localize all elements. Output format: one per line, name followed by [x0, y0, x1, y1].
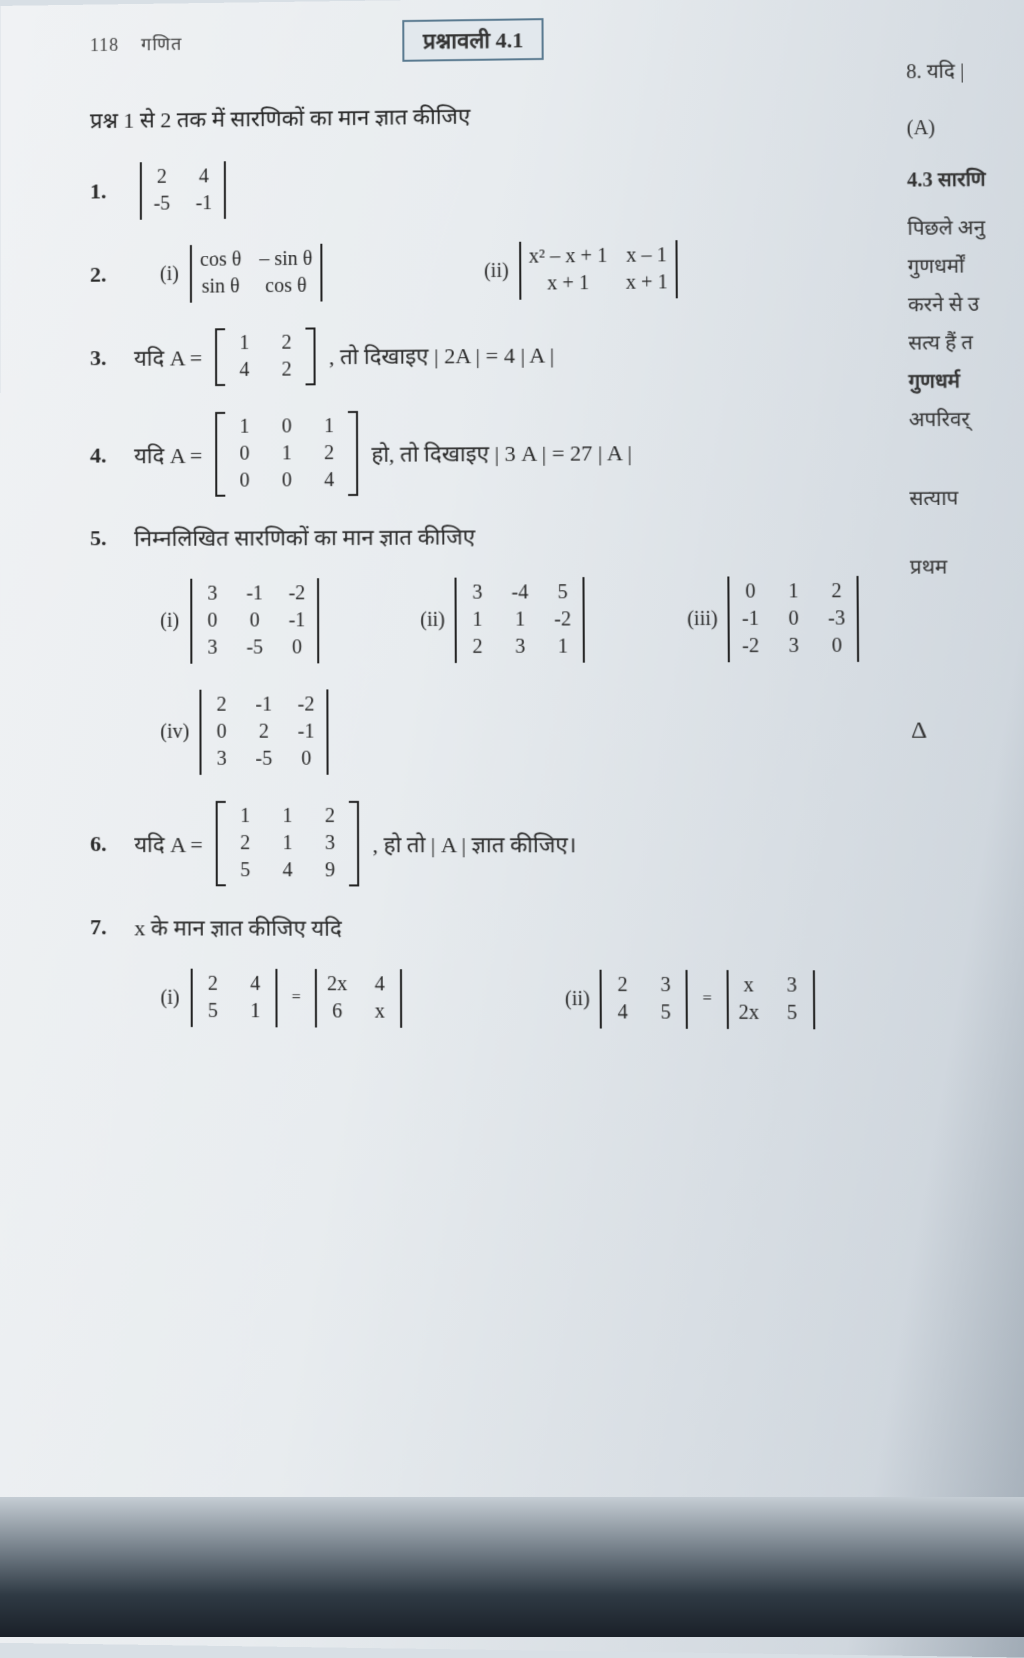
q6-matrix: 112 213 549	[213, 801, 363, 887]
q2ii-label: (ii)	[454, 259, 509, 282]
q7i-label: (i)	[130, 986, 180, 1009]
cutoff-line: गुणधर्मों	[908, 247, 1024, 286]
q5iv-determinant: 2-1-2 02-1 3-50	[195, 689, 332, 774]
bracket-icon	[306, 327, 316, 385]
q7ii-right-det: x3 2x5	[722, 970, 819, 1029]
question-2: 2. (i) cos θ– sin θ sin θcos θ (ii) x² –…	[90, 237, 996, 304]
q5i-label: (i)	[130, 610, 180, 633]
cutoff-line: गुणधर्म	[908, 362, 1024, 401]
cutoff-line: सत्य हैं त	[908, 323, 1024, 362]
page-header: 118 गणित प्रश्नावली 4.1	[90, 12, 994, 66]
q4-number: 4.	[90, 442, 130, 468]
q7ii-left-det: 23 45	[596, 970, 693, 1029]
det-bar-icon	[140, 162, 142, 220]
q7-text: x के मान ज्ञात कीजिए यदि	[134, 912, 342, 943]
q5iv-label: (iv)	[130, 721, 189, 744]
question-5-text: 5. निम्नलिखित सारणिकों का मान ज्ञात कीजि…	[90, 519, 998, 554]
question-5-parts-row1: (i) 3-1-2 00-1 3-50 (ii) 3-45 11-2 231	[90, 575, 999, 664]
cutoff-line: 4.3 सारणि	[907, 160, 1024, 200]
q4-matrix: 101 012 004	[212, 411, 361, 497]
cutoff-line: पिछले अनु	[907, 208, 1024, 248]
q3-number: 3.	[90, 345, 130, 371]
cutoff-line: 8. यदि |	[906, 51, 1024, 91]
question-1: 1. 24 -5-1	[90, 152, 996, 220]
q5iii-label: (iii)	[656, 608, 717, 631]
equals-sign: =	[702, 990, 711, 1008]
q1-determinant: 24 -5-1	[136, 161, 230, 220]
question-3: 3. यदि A = 12 42 , तो दिखाइए | 2A | = 4 …	[90, 322, 997, 387]
q4-post: हो, तो दिखाइए | 3 A | = 27 | A |	[371, 437, 631, 469]
equals-sign: =	[292, 989, 301, 1007]
q3-pre: यदि A =	[134, 342, 202, 372]
q7i-right-det: 2x4 6x	[311, 969, 406, 1028]
question-7-text: 7. x के मान ज्ञात कीजिए यदि	[90, 912, 1001, 944]
bracket-icon	[215, 328, 225, 386]
q1-number: 1.	[90, 178, 130, 204]
q5ii-label: (ii)	[390, 609, 445, 632]
q6-number: 6.	[90, 831, 130, 857]
exercise-title-box: प्रश्नावली 4.1	[403, 18, 544, 62]
q6-post: , हो तो | A | ज्ञात कीजिए।	[372, 829, 576, 859]
q3-post: , तो दिखाइए | 2A | = 4 | A |	[329, 339, 554, 371]
q3-matrix: 12 42	[212, 327, 319, 386]
textbook-page: 118 गणित प्रश्नावली 4.1 प्रश्न 1 से 2 तक…	[0, 0, 1024, 1658]
cutoff-line: (A)	[907, 108, 1024, 148]
q5-number: 5.	[90, 525, 130, 551]
q2i-determinant: cos θ– sin θ sin θcos θ	[186, 244, 327, 303]
instruction-text: प्रश्न 1 से 2 तक में सारणिकों का मान ज्ञ…	[90, 94, 995, 135]
q6-pre: यदि A =	[134, 829, 203, 859]
subject: गणित	[141, 34, 182, 54]
q5i-determinant: 3-1-2 00-1 3-50	[186, 578, 323, 664]
question-4: 4. यदि A = 101 012 004 हो, तो दिखाइए | 3…	[90, 406, 998, 497]
q5ii-determinant: 3-45 11-2 231	[451, 577, 589, 663]
question-5-parts-row2: (iv) 2-1-2 02-1 3-50	[90, 688, 1000, 775]
q7-number: 7.	[90, 914, 130, 940]
book-edge-shadow	[0, 1497, 1024, 1637]
q2-number: 2.	[90, 262, 130, 288]
q2ii-determinant: x² – x + 1x – 1 x + 1x + 1	[515, 240, 682, 300]
q5iii-determinant: 012 -10-3 -230	[724, 576, 864, 662]
q2i-label: (i)	[130, 263, 180, 286]
page-number-subject: 118 गणित	[90, 32, 182, 57]
cutoff-line: Δ	[911, 708, 1024, 754]
page-number: 118	[90, 35, 119, 55]
question-6: 6. यदि A = 112 213 549 , हो तो | A | ज्ञ…	[90, 801, 1001, 888]
right-page-cutoff: 8. यदि | (A) 4.3 सारणि पिछले अनु गुणधर्म…	[902, 51, 1024, 754]
cutoff-line: अपरिवर्	[909, 400, 1024, 439]
question-7-parts: (i) 24 51 = 2x4 6x (ii)	[90, 968, 1002, 1030]
det-bar-icon	[224, 161, 226, 219]
q4-pre: यदि A =	[134, 439, 202, 469]
q5-text: निम्नलिखित सारणिकों का मान ज्ञात कीजिए	[134, 521, 475, 553]
cutoff-line: सत्याप	[909, 479, 1024, 518]
q7ii-label: (ii)	[534, 987, 590, 1010]
cutoff-line: प्रथम	[910, 548, 1024, 587]
cutoff-line: करने से उ	[908, 285, 1024, 324]
q7i-left-det: 24 51	[187, 969, 282, 1028]
